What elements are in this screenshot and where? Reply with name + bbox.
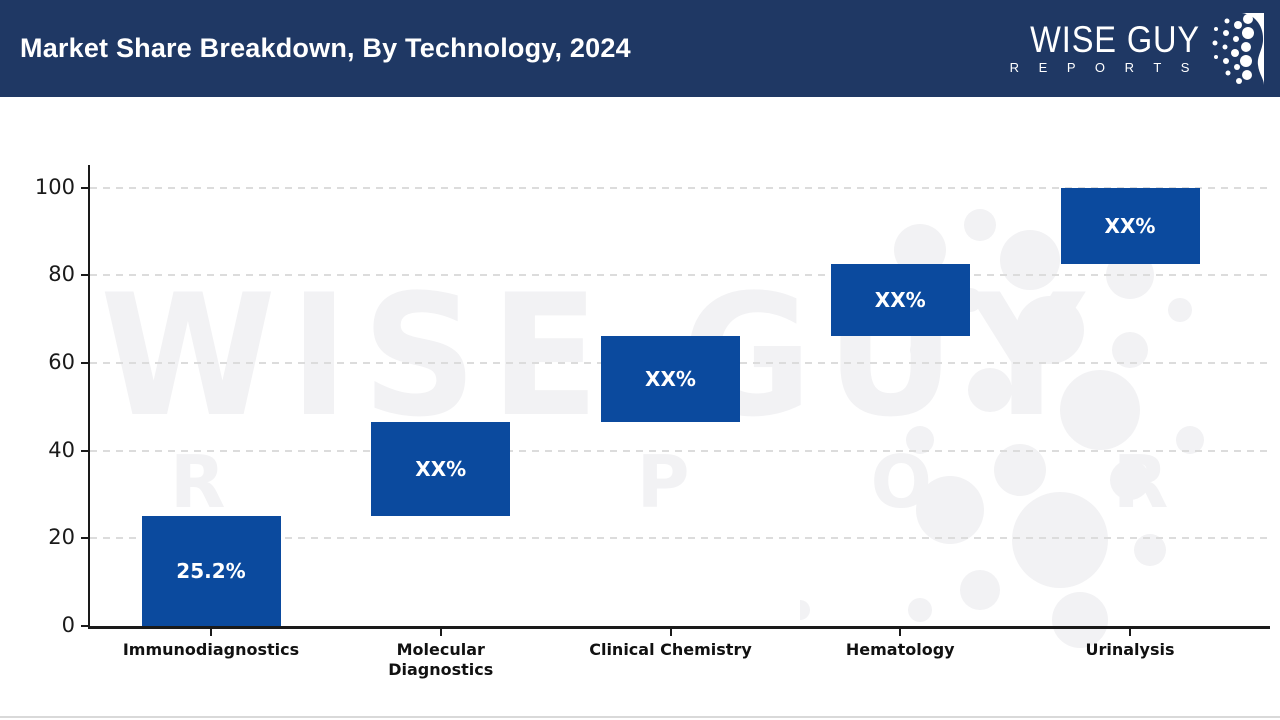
y-tick-label-20: 20	[48, 525, 75, 550]
bar-molecular-diagnostics: XX%	[371, 422, 511, 516]
bar-value-label: XX%	[415, 456, 467, 481]
y-tick-label-40: 40	[48, 437, 75, 462]
brand-name: WISE GUY	[1030, 18, 1200, 60]
x-category-label-3: Hematology	[845, 640, 955, 659]
y-tick-label-60: 60	[48, 349, 75, 374]
y-tick-60	[81, 361, 88, 364]
bar-value-label: XX%	[874, 288, 926, 313]
bar-clinical-chemistry: XX%	[601, 336, 740, 423]
x-category-label-4: Urinalysis	[1085, 640, 1175, 659]
dotted-head-icon	[1212, 12, 1264, 85]
header-bar: Market Share Breakdown, By Technology, 2…	[0, 0, 1280, 97]
x-tick-3	[899, 629, 902, 636]
x-category-label-1: Molecular Diagnostics	[388, 640, 494, 679]
bar-value-label: XX%	[1104, 213, 1156, 238]
brand-subname: R E P O R T S	[1009, 59, 1198, 75]
bar-urinalysis: XX%	[1060, 187, 1200, 264]
x-category-label-0: Immunodiagnostics	[122, 640, 300, 659]
x-axis-line	[88, 626, 1270, 629]
bar-immunodiagnostics: 25.2%	[141, 515, 281, 626]
y-tick-label-100: 100	[34, 174, 75, 199]
brand-logo: WISE GUY R E P O R T S	[1007, 9, 1280, 89]
x-category-label-2: Clinical Chemistry	[589, 640, 752, 659]
x-tick-1	[439, 629, 442, 636]
gridline-y40	[90, 449, 1270, 452]
gridline-y20	[90, 537, 1270, 540]
y-tick-100	[81, 186, 88, 189]
bar-value-label: 25.2%	[176, 558, 246, 583]
x-tick-4	[1129, 629, 1131, 636]
x-tick-0	[210, 629, 212, 636]
gridline-y100	[90, 186, 1270, 189]
y-tick-80	[81, 274, 88, 277]
page-title: Market Share Breakdown, By Technology, 2…	[20, 33, 631, 63]
y-tick-label-0: 0	[61, 613, 75, 637]
y-axis-line	[88, 165, 90, 629]
y-tick-20	[81, 537, 88, 540]
gridline-y80	[90, 274, 1270, 277]
bar-hematology: XX%	[830, 263, 970, 337]
x-tick-2	[669, 629, 672, 636]
y-tick-label-80: 80	[48, 262, 75, 287]
brand-logo-text: WISE GUY R E P O R T S	[1007, 18, 1200, 75]
footer-divider	[0, 716, 1280, 718]
y-tick-0	[81, 625, 88, 627]
y-tick-40	[81, 449, 88, 452]
bar-value-label: XX%	[645, 367, 696, 392]
